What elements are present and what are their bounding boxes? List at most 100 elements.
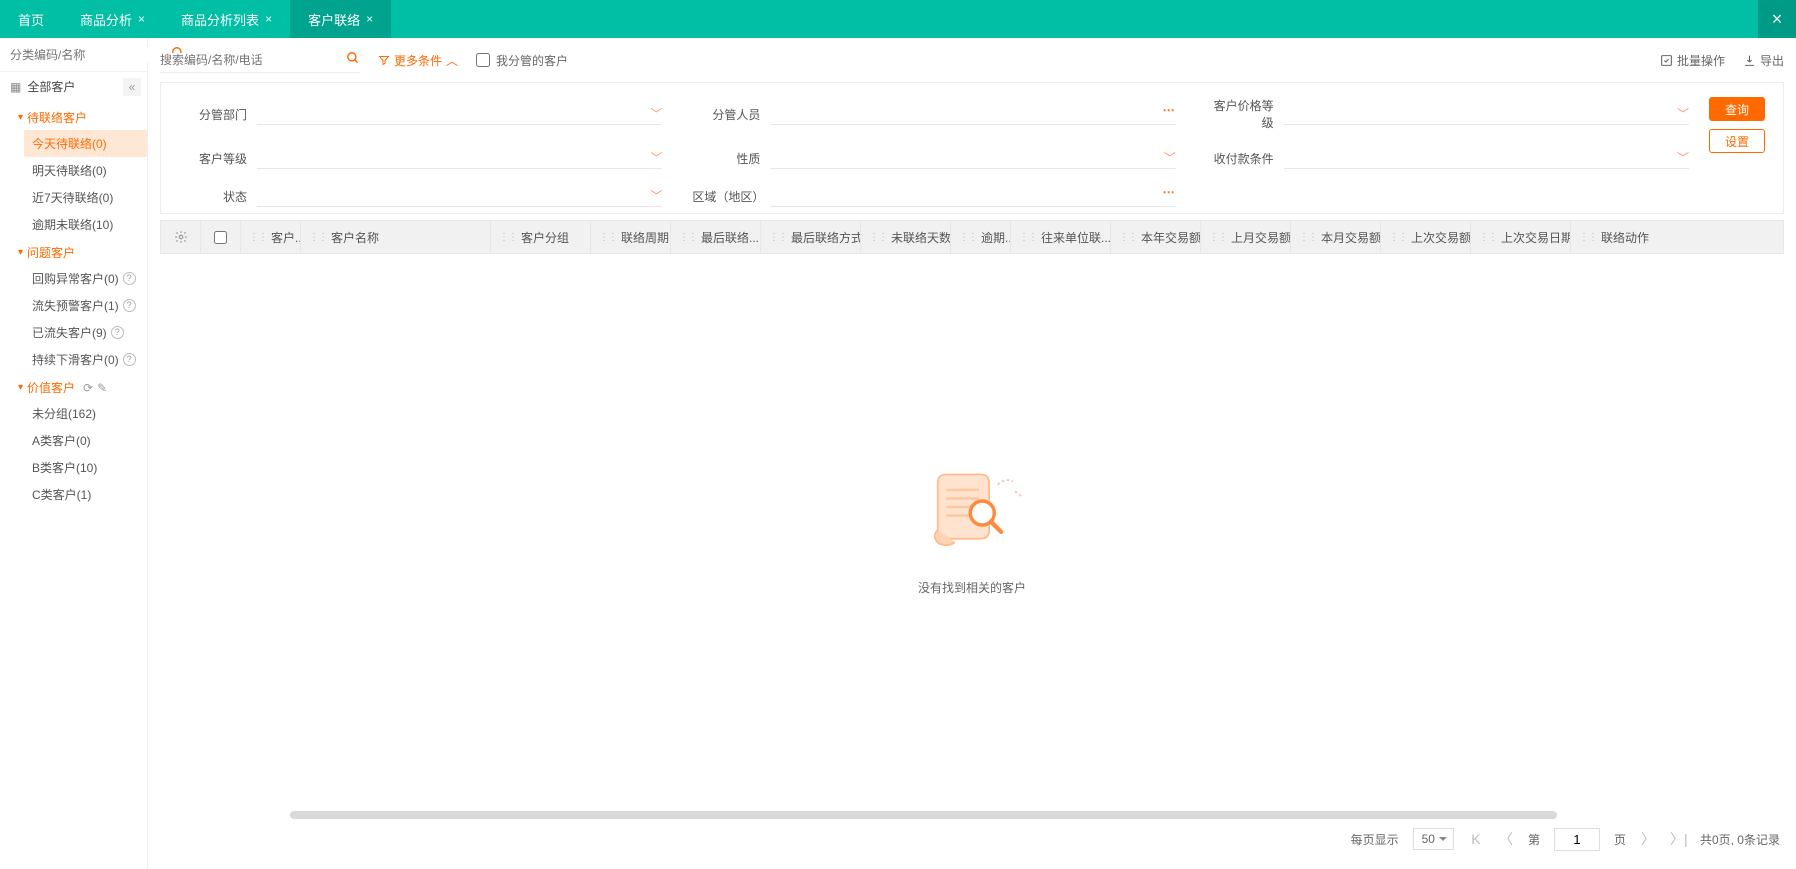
filter-select[interactable]: ﹀: [257, 103, 662, 125]
drag-handle-icon[interactable]: ⋮⋮: [959, 232, 977, 243]
tab[interactable]: 商品分析×: [62, 0, 163, 38]
table-column-header[interactable]: ⋮⋮联络动作: [1571, 221, 1651, 253]
filter-label: 分管部门: [179, 106, 257, 123]
filter-select[interactable]: ﹀: [257, 185, 662, 207]
table-column-header[interactable]: ⋮⋮逾期...: [951, 221, 1011, 253]
filter-select[interactable]: ﹀: [1284, 103, 1689, 125]
drag-handle-icon[interactable]: ⋮⋮: [1479, 232, 1497, 243]
drag-handle-icon[interactable]: ⋮⋮: [1579, 232, 1597, 243]
help-icon[interactable]: ?: [123, 272, 136, 285]
filter-lookup-input[interactable]: ⋯: [770, 103, 1175, 125]
batch-action-button[interactable]: 批量操作: [1660, 52, 1725, 69]
first-page-button[interactable]: K: [1468, 831, 1484, 847]
table-settings-button[interactable]: [161, 221, 201, 253]
tree-item[interactable]: B类客户(10): [24, 454, 147, 481]
my-customers-checkbox-input[interactable]: [476, 53, 490, 67]
drag-handle-icon[interactable]: ⋮⋮: [1019, 232, 1037, 243]
tree-group-label: 问题客户: [27, 244, 75, 261]
tree-group-title[interactable]: ▾问题客户: [12, 240, 147, 265]
drag-handle-icon[interactable]: ⋮⋮: [249, 232, 267, 243]
select-all-checkbox[interactable]: [201, 221, 241, 253]
tab-close-icon[interactable]: ×: [366, 12, 373, 26]
help-icon[interactable]: ?: [123, 299, 136, 312]
tab-close-icon[interactable]: ×: [265, 12, 272, 26]
drag-handle-icon[interactable]: ⋮⋮: [1299, 232, 1317, 243]
table-column-header[interactable]: ⋮⋮未联络天数: [861, 221, 951, 253]
sidebar-search-input[interactable]: [10, 48, 165, 62]
tree-item[interactable]: A类客户(0): [24, 427, 147, 454]
column-label: 客户名称: [331, 229, 379, 246]
table-column-header[interactable]: ⋮⋮上次交易日期: [1471, 221, 1571, 253]
search-icon[interactable]: [346, 51, 360, 68]
tree-item[interactable]: 流失预警客户(1)?: [24, 292, 147, 319]
tree-item[interactable]: 回购异常客户(0)?: [24, 265, 147, 292]
tree-item[interactable]: 未分组(162): [24, 400, 147, 427]
tab[interactable]: 客户联络×: [290, 0, 391, 38]
tree-item[interactable]: 明天待联络(0): [24, 157, 147, 184]
tree-item[interactable]: 持续下滑客户(0)?: [24, 346, 147, 373]
filter-field: 收付款条件﹀: [1206, 147, 1689, 169]
table-column-header[interactable]: ⋮⋮联络周期: [591, 221, 671, 253]
per-page-label: 每页显示: [1351, 831, 1399, 848]
table-column-header[interactable]: ⋮⋮客户...: [241, 221, 301, 253]
horizontal-scrollbar[interactable]: [160, 811, 1784, 819]
content-area: 更多条件 ︿ 我分管的客户 批量操作 导出 分管部门﹀分管人员⋯客户价格等级﹀客…: [148, 38, 1796, 869]
filter-field: 状态﹀: [179, 185, 662, 207]
filter-select[interactable]: ﹀: [770, 147, 1175, 169]
drag-handle-icon[interactable]: ⋮⋮: [599, 232, 617, 243]
tree-item[interactable]: 今天待联络(0): [24, 130, 147, 157]
table-column-header[interactable]: ⋮⋮上月交易额: [1201, 221, 1291, 253]
config-button[interactable]: 设置: [1709, 129, 1765, 153]
tab[interactable]: 首页: [0, 0, 62, 38]
filter-select[interactable]: ﹀: [257, 147, 662, 169]
table-column-header[interactable]: ⋮⋮上次交易额: [1381, 221, 1471, 253]
prev-page-button[interactable]: 〈: [1498, 829, 1514, 849]
tab[interactable]: 商品分析列表×: [163, 0, 290, 38]
drag-handle-icon[interactable]: ⋮⋮: [499, 232, 517, 243]
help-icon[interactable]: ?: [111, 326, 124, 339]
table-column-header[interactable]: ⋮⋮最后联络...: [671, 221, 761, 253]
drag-handle-icon[interactable]: ⋮⋮: [679, 232, 697, 243]
filter-select[interactable]: ﹀: [1284, 147, 1689, 169]
tree-item[interactable]: 近7天待联络(0): [24, 184, 147, 211]
query-button[interactable]: 查询: [1709, 97, 1765, 121]
lookup-icon[interactable]: ⋯: [1163, 103, 1176, 117]
drag-handle-icon[interactable]: ⋮⋮: [769, 232, 787, 243]
filter-panel: 分管部门﹀分管人员⋯客户价格等级﹀客户等级﹀性质﹀收付款条件﹀状态﹀区域（地区）…: [160, 82, 1784, 214]
tree-group-tools: ⟳✎: [83, 381, 107, 395]
tab-close-icon[interactable]: ×: [138, 12, 145, 26]
select-all-input[interactable]: [214, 231, 227, 244]
drag-handle-icon[interactable]: ⋮⋮: [1389, 232, 1407, 243]
page-prefix: 第: [1528, 831, 1540, 848]
table-column-header[interactable]: ⋮⋮最后联络方式: [761, 221, 861, 253]
my-customers-checkbox[interactable]: 我分管的客户: [476, 52, 568, 69]
edit-icon[interactable]: ✎: [97, 381, 107, 395]
lookup-icon[interactable]: ⋯: [1163, 185, 1176, 199]
table-column-header[interactable]: ⋮⋮ 客户名称: [301, 221, 491, 253]
page-input[interactable]: [1554, 828, 1600, 851]
drag-handle-icon[interactable]: ⋮⋮: [309, 232, 327, 243]
table-column-header[interactable]: ⋮⋮本年交易额: [1111, 221, 1201, 253]
close-all-tabs-button[interactable]: ×: [1758, 0, 1796, 38]
sidebar-collapse-button[interactable]: «: [123, 78, 141, 96]
last-page-button[interactable]: 〉|: [1670, 829, 1686, 849]
drag-handle-icon[interactable]: ⋮⋮: [1209, 232, 1227, 243]
refresh-icon[interactable]: ⟳: [83, 381, 93, 395]
table-column-header[interactable]: ⋮⋮客户分组: [491, 221, 591, 253]
tree-item[interactable]: C类客户(1): [24, 481, 147, 508]
tree-item[interactable]: 已流失客户(9)?: [24, 319, 147, 346]
table-column-header[interactable]: ⋮⋮往来单位联...: [1011, 221, 1111, 253]
filter-lookup-input[interactable]: ⋯: [770, 185, 1175, 207]
export-button[interactable]: 导出: [1743, 52, 1784, 69]
more-conditions-toggle[interactable]: 更多条件 ︿: [378, 52, 458, 69]
help-icon[interactable]: ?: [123, 353, 136, 366]
drag-handle-icon[interactable]: ⋮⋮: [869, 232, 887, 243]
search-input[interactable]: [160, 53, 346, 67]
next-page-button[interactable]: 〉: [1640, 829, 1656, 849]
drag-handle-icon[interactable]: ⋮⋮: [1119, 232, 1137, 243]
tree-group-title[interactable]: ▾价值客户⟳✎: [12, 375, 147, 400]
tree-group-title[interactable]: ▾待联络客户: [12, 105, 147, 130]
table-column-header[interactable]: ⋮⋮本月交易额: [1291, 221, 1381, 253]
tree-item[interactable]: 逾期未联络(10): [24, 211, 147, 238]
per-page-select[interactable]: 50: [1413, 828, 1454, 850]
